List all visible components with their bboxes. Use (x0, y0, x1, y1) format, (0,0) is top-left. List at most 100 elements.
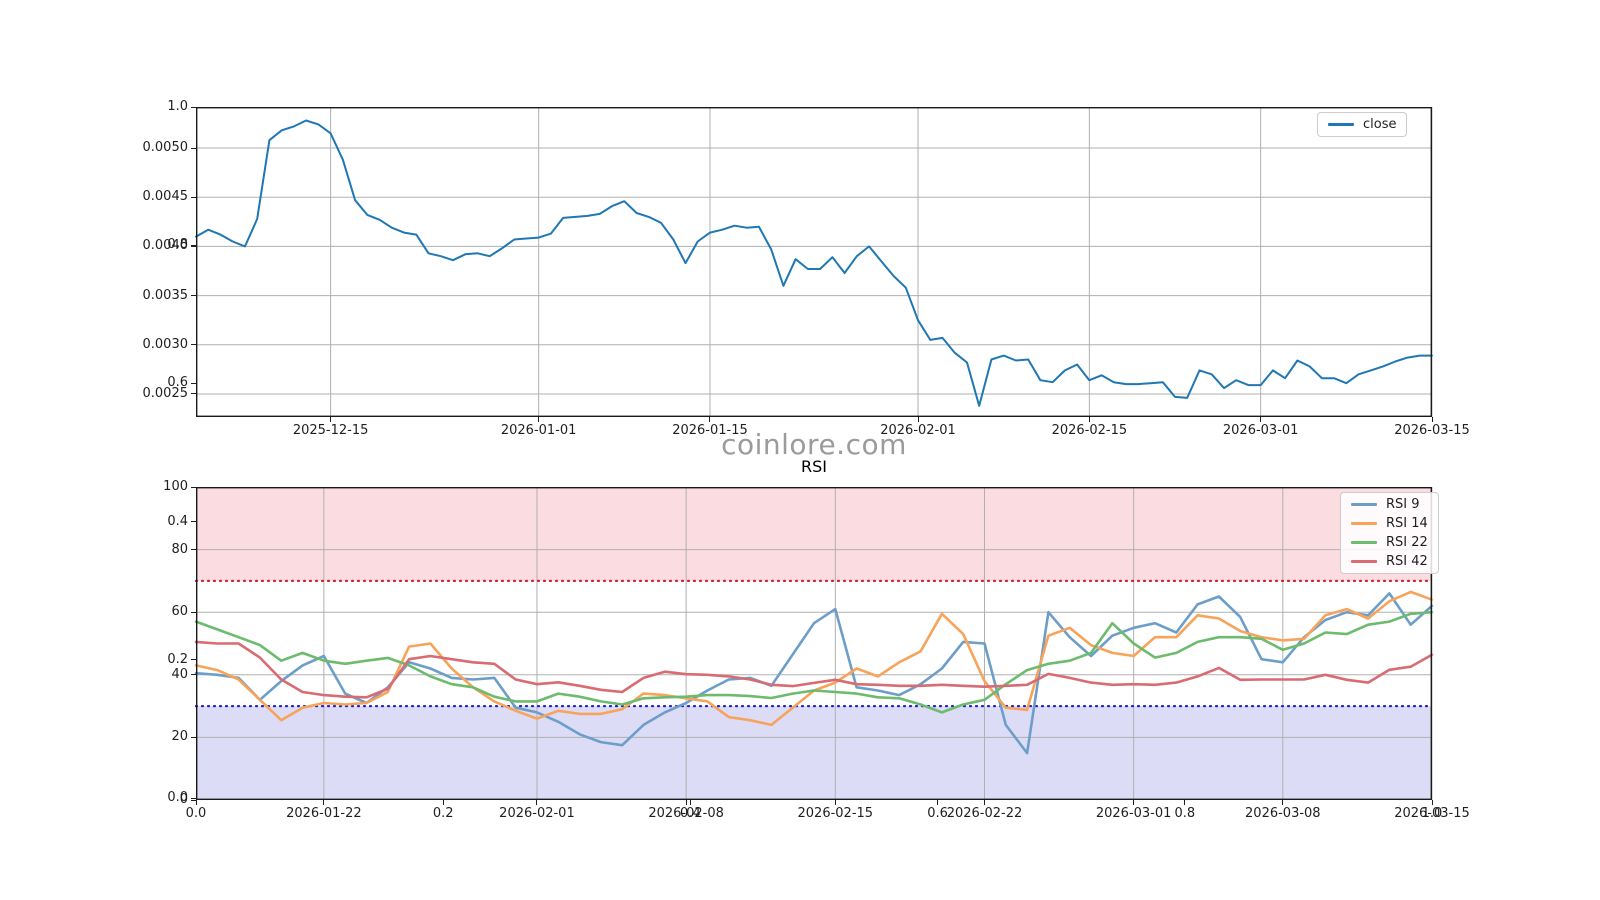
tick-mark (191, 486, 196, 488)
legend-label: RSI 14 (1386, 516, 1428, 531)
tick-mark (191, 147, 196, 149)
tick-mark (937, 800, 939, 805)
y-tick-label: 0.0035 (142, 287, 189, 303)
y-tick-label: 60 (171, 604, 188, 620)
x-tick-label: 2026-03-08 (1245, 806, 1321, 821)
overlay-x-tick-label: 1.0 (1421, 806, 1443, 821)
rsi-chart-svg (194, 486, 1434, 801)
legend-item: RSI 22 (1351, 535, 1428, 550)
tick-mark (191, 799, 196, 801)
tick-mark (1282, 800, 1284, 805)
tick-mark (191, 196, 196, 198)
rsi-42-line (194, 640, 1434, 699)
tick-mark (1431, 800, 1433, 805)
tick-mark (330, 417, 332, 422)
legend-item: close (1328, 117, 1396, 132)
x-tick-label: 2026-02-01 (499, 806, 575, 821)
price-legend: close (1317, 112, 1408, 137)
x-tick-label: 2026-01-15 (672, 423, 748, 438)
legend-label: close (1363, 117, 1397, 132)
y-tick-label: 20 (171, 729, 188, 745)
tick-mark (191, 659, 196, 661)
tick-mark (191, 521, 196, 523)
legend-label: RSI 22 (1386, 535, 1428, 550)
legend-label: RSI 9 (1386, 497, 1420, 512)
overlay-y-tick-label: 0.4 (167, 513, 188, 529)
overlay-y-tick-label: 0.2 (167, 651, 188, 667)
x-tick-label: 2026-03-15 (1394, 806, 1470, 821)
overlay-y-tick-label: 0.0 (167, 790, 188, 805)
tick-mark (1431, 417, 1433, 422)
tick-mark (1184, 800, 1186, 805)
legend-item: RSI 9 (1351, 497, 1428, 512)
tick-mark (191, 295, 196, 297)
legend-swatch (1351, 541, 1377, 544)
tick-mark (323, 800, 325, 805)
overlay-x-tick-label: 0.8 (1174, 806, 1196, 821)
chart-spine (195, 106, 1432, 418)
y-tick-label: 0.0025 (142, 385, 189, 401)
tick-mark (536, 800, 538, 805)
x-tick-label: 2026-03-01 (1095, 806, 1172, 821)
price-chart-svg (195, 106, 1433, 418)
legend-label: RSI 42 (1386, 554, 1428, 569)
x-tick-label: 2026-02-01 (880, 423, 956, 438)
tick-mark (689, 800, 691, 805)
y-tick-label: 40 (171, 666, 188, 682)
tick-mark (191, 344, 196, 346)
legend-swatch (1351, 522, 1377, 525)
y-tick-label: 80 (171, 541, 188, 557)
tick-mark (834, 800, 836, 805)
overlay-x-tick-label: 0.0 (185, 806, 207, 821)
watermark: coinlore.com (721, 428, 907, 461)
tick-mark (191, 736, 196, 738)
tick-mark (191, 106, 196, 108)
overlay-x-tick-label: 0.2 (432, 806, 454, 821)
rsi-chart (194, 486, 1434, 801)
tick-mark (1088, 417, 1090, 422)
overlay-y-tick-label: 0.8 (167, 237, 188, 253)
x-tick-label: 2026-03-01 (1222, 423, 1299, 438)
tick-mark (1133, 800, 1135, 805)
close-line (195, 119, 1433, 407)
rsi-title: RSI (801, 457, 827, 476)
tick-mark (685, 800, 687, 805)
rsi-22-line (194, 610, 1434, 714)
y-tick-label: 0 (179, 792, 188, 807)
overbought-zone (196, 487, 1432, 581)
x-tick-label: 2026-03-15 (1394, 423, 1470, 438)
y-tick-label: 0.0030 (142, 336, 189, 352)
legend-item: RSI 14 (1351, 516, 1428, 531)
tick-mark (709, 417, 711, 422)
tick-mark (442, 800, 444, 805)
x-tick-label: 2026-02-08 (648, 806, 724, 821)
chart-spine (195, 486, 1432, 801)
tick-mark (191, 797, 196, 799)
tick-mark (191, 382, 196, 384)
x-tick-label: 2025-12-15 (292, 423, 369, 438)
x-tick-label: 2026-01-01 (500, 423, 577, 438)
tick-mark (191, 549, 196, 551)
legend-swatch (1351, 503, 1377, 506)
price-chart (195, 106, 1433, 418)
rsi-legend: RSI 9 RSI 14 RSI 22 RSI 42 (1340, 492, 1439, 574)
tick-mark (1260, 417, 1262, 422)
tick-mark (917, 417, 919, 422)
y-tick-label: 0.0050 (142, 140, 189, 156)
tick-mark (191, 244, 196, 246)
overlay-y-tick-label: 0.6 (167, 375, 188, 391)
legend-item: RSI 42 (1351, 554, 1428, 569)
tick-mark (191, 393, 196, 395)
tick-mark (195, 800, 197, 805)
overlay-x-tick-label: 0.6 (927, 806, 948, 821)
overlay-y-tick-label: 1.0 (167, 99, 188, 114)
tick-mark (983, 800, 985, 805)
legend-swatch (1328, 123, 1354, 126)
x-tick-label: 2026-02-15 (1051, 423, 1128, 438)
x-tick-label: 2026-01-22 (286, 806, 362, 821)
tick-mark (191, 674, 196, 676)
y-tick-label: 0.0040 (142, 238, 189, 254)
tick-mark (191, 611, 196, 613)
overlay-x-tick-label: 0.4 (680, 806, 701, 821)
